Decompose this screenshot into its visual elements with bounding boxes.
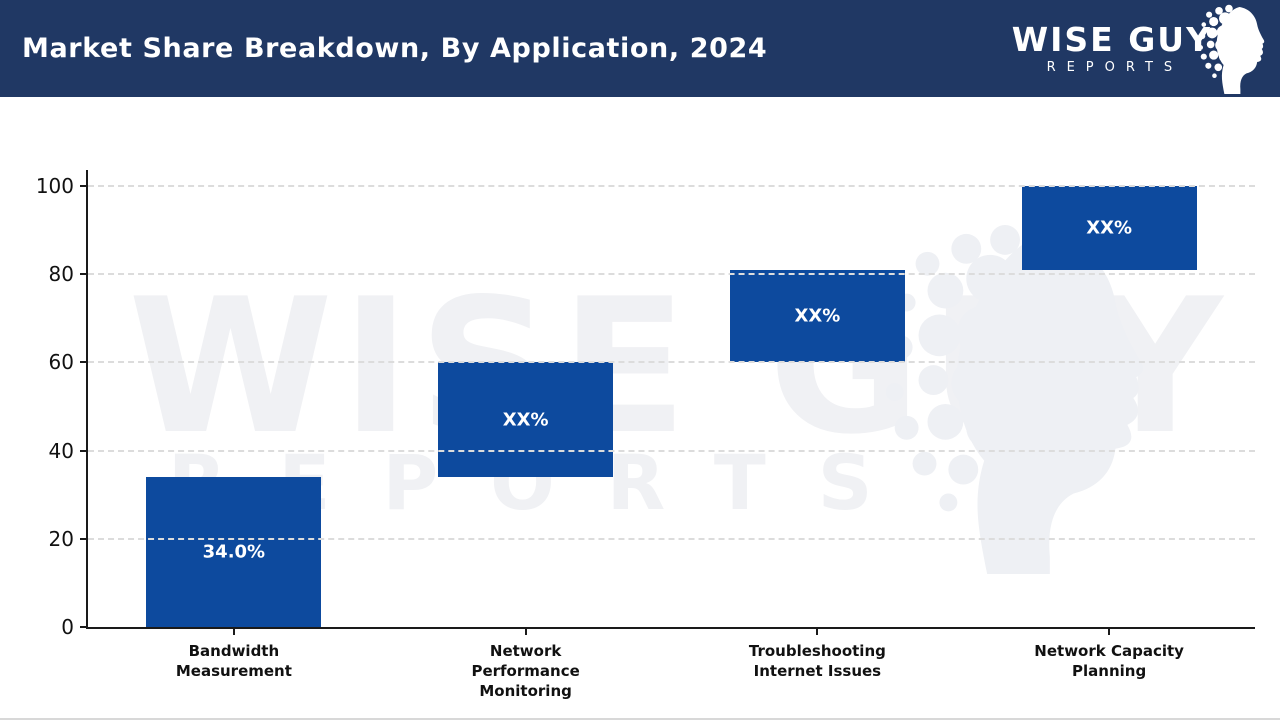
x-axis-line — [86, 627, 1255, 629]
category-label: Troubleshooting Internet Issues — [687, 641, 947, 681]
logo-subtitle: REPORTS — [1046, 59, 1184, 75]
wiseguy-head-icon — [1198, 4, 1265, 94]
category-label-line: Planning — [1072, 662, 1147, 680]
category-label-line: Network — [489, 642, 562, 660]
y-axis-line — [86, 170, 88, 629]
category-label: Network Performance Monitoring — [396, 641, 656, 701]
y-tick-mark — [80, 185, 88, 187]
gridline — [88, 185, 1255, 187]
bar-value-label: XX% — [794, 305, 841, 327]
y-tick-mark — [80, 361, 88, 364]
bar-segment — [1021, 186, 1197, 270]
category-label: Network Capacity Planning — [979, 641, 1239, 681]
x-tick-mark — [1108, 628, 1111, 635]
logo-wordmark: WISE GUY — [1011, 19, 1212, 59]
wiseguy-head-watermark-icon — [885, 224, 1144, 574]
bar-value-label: XX% — [1086, 217, 1133, 239]
y-tick-label: 80 — [48, 262, 74, 287]
x-tick-mark — [524, 628, 527, 635]
category-label: Bandwidth Measurement — [104, 641, 364, 681]
category-label-line: Troubleshooting — [748, 642, 886, 660]
category-label-line: Internet Issues — [753, 662, 882, 680]
header-banner: Market Share Breakdown, By Application, … — [0, 0, 1280, 97]
gridline — [88, 537, 1255, 540]
bar-segment — [438, 362, 614, 478]
x-tick-mark — [232, 628, 235, 635]
bar-value-label: XX% — [502, 409, 549, 431]
y-tick-label: 60 — [48, 350, 74, 375]
y-tick-mark — [80, 626, 88, 628]
y-tick-mark — [80, 273, 88, 276]
category-label-line: Performance — [471, 662, 580, 680]
y-tick-mark — [80, 449, 88, 452]
y-tick-mark — [80, 537, 88, 540]
category-label-line: Monitoring — [479, 682, 572, 700]
y-tick-label: 100 — [35, 174, 74, 198]
y-tick-label: 0 — [61, 615, 74, 639]
x-tick-mark — [816, 628, 819, 635]
bar-segment — [729, 269, 905, 363]
y-tick-label: 20 — [48, 526, 74, 551]
category-label-line: Measurement — [175, 662, 292, 680]
wiseguy-logo: WISE GUY REPORTS — [1012, 0, 1280, 97]
bar-segment — [146, 477, 322, 627]
gridline — [88, 273, 1255, 276]
y-tick-label: 40 — [48, 438, 74, 463]
logo-text: WISE GUY REPORTS — [1011, 19, 1212, 75]
gridline — [88, 449, 1255, 452]
category-label-line: Network Capacity — [1034, 642, 1184, 660]
page-title: Market Share Breakdown, By Application, … — [22, 33, 768, 64]
bar-value-label: 34.0% — [202, 541, 266, 563]
gridline — [88, 361, 1255, 364]
category-label-line: Bandwidth — [188, 642, 280, 660]
